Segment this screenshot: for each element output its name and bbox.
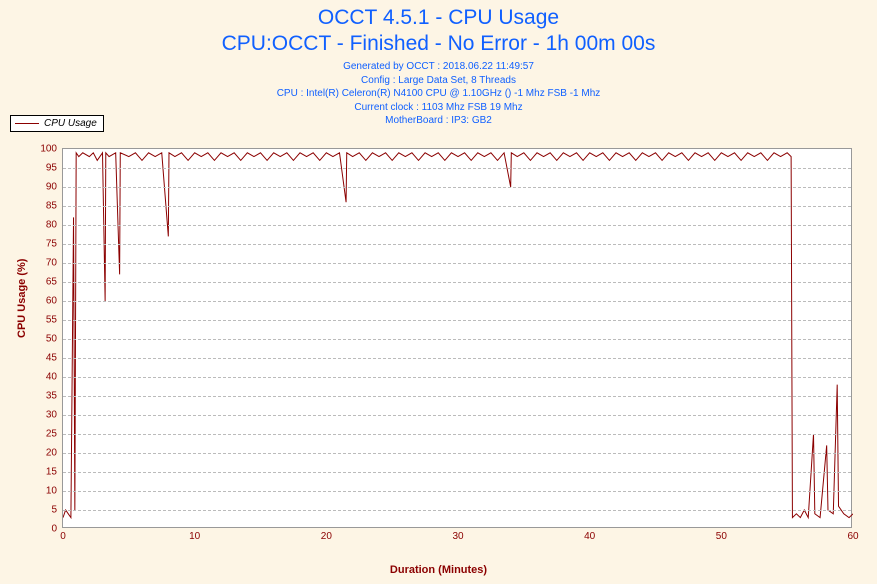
- meta-cpu: CPU : Intel(R) Celeron(R) N4100 CPU @ 1.…: [0, 87, 877, 101]
- gridline: [63, 168, 851, 169]
- gridline: [63, 358, 851, 359]
- y-tick: 20: [46, 448, 57, 459]
- gridline: [63, 282, 851, 283]
- legend-swatch: [15, 123, 39, 124]
- y-tick: 45: [46, 353, 57, 364]
- y-tick: 75: [46, 239, 57, 250]
- gridline: [63, 491, 851, 492]
- y-tick: 95: [46, 163, 57, 174]
- x-tick: 20: [321, 531, 332, 542]
- page-root: OCCT 4.5.1 - CPU Usage CPU:OCCT - Finish…: [0, 0, 877, 584]
- y-tick: 25: [46, 429, 57, 440]
- y-tick: 35: [46, 391, 57, 402]
- gridline: [63, 206, 851, 207]
- y-tick: 30: [46, 410, 57, 421]
- y-tick: 0: [51, 524, 57, 535]
- y-tick: 80: [46, 220, 57, 231]
- header-block: OCCT 4.5.1 - CPU Usage CPU:OCCT - Finish…: [0, 0, 877, 128]
- gridline: [63, 225, 851, 226]
- y-tick: 40: [46, 372, 57, 383]
- gridline: [63, 510, 851, 511]
- gridline: [63, 415, 851, 416]
- meta-generated: Generated by OCCT : 2018.06.22 11:49:57: [0, 60, 877, 74]
- y-tick: 10: [46, 486, 57, 497]
- legend: CPU Usage: [10, 115, 104, 132]
- x-tick: 10: [189, 531, 200, 542]
- meta-config: Config : Large Data Set, 8 Threads: [0, 74, 877, 88]
- y-tick: 65: [46, 277, 57, 288]
- gridline: [63, 434, 851, 435]
- y-axis-label: CPU Usage (%): [16, 259, 28, 338]
- gridline: [63, 339, 851, 340]
- x-tick: 50: [716, 531, 727, 542]
- x-tick: 60: [847, 531, 858, 542]
- gridline: [63, 377, 851, 378]
- y-tick: 85: [46, 201, 57, 212]
- gridline: [63, 301, 851, 302]
- x-axis-label: Duration (Minutes): [0, 564, 877, 576]
- x-tick: 30: [452, 531, 463, 542]
- gridline: [63, 396, 851, 397]
- meta-block: Generated by OCCT : 2018.06.22 11:49:57 …: [0, 60, 877, 128]
- plot-wrap: 0510152025303540455055606570758085909510…: [62, 148, 852, 528]
- gridline: [63, 263, 851, 264]
- x-tick: 0: [60, 531, 66, 542]
- x-tick: 40: [584, 531, 595, 542]
- legend-label: CPU Usage: [44, 118, 97, 129]
- gridline: [63, 320, 851, 321]
- y-tick: 55: [46, 315, 57, 326]
- meta-mobo: MotherBoard : IP3: GB2: [0, 114, 877, 128]
- y-tick: 70: [46, 258, 57, 269]
- y-tick: 60: [46, 296, 57, 307]
- y-tick: 100: [40, 144, 57, 155]
- y-tick: 5: [51, 505, 57, 516]
- y-tick: 15: [46, 467, 57, 478]
- gridline: [63, 244, 851, 245]
- chart-subtitle: CPU:OCCT - Finished - No Error - 1h 00m …: [0, 32, 877, 56]
- gridline: [63, 453, 851, 454]
- y-tick: 50: [46, 334, 57, 345]
- y-tick: 90: [46, 182, 57, 193]
- chart-title: OCCT 4.5.1 - CPU Usage: [0, 6, 877, 30]
- plot-area: 0510152025303540455055606570758085909510…: [62, 148, 852, 528]
- gridline: [63, 472, 851, 473]
- meta-clock: Current clock : 1103 Mhz FSB 19 Mhz: [0, 101, 877, 115]
- gridline: [63, 187, 851, 188]
